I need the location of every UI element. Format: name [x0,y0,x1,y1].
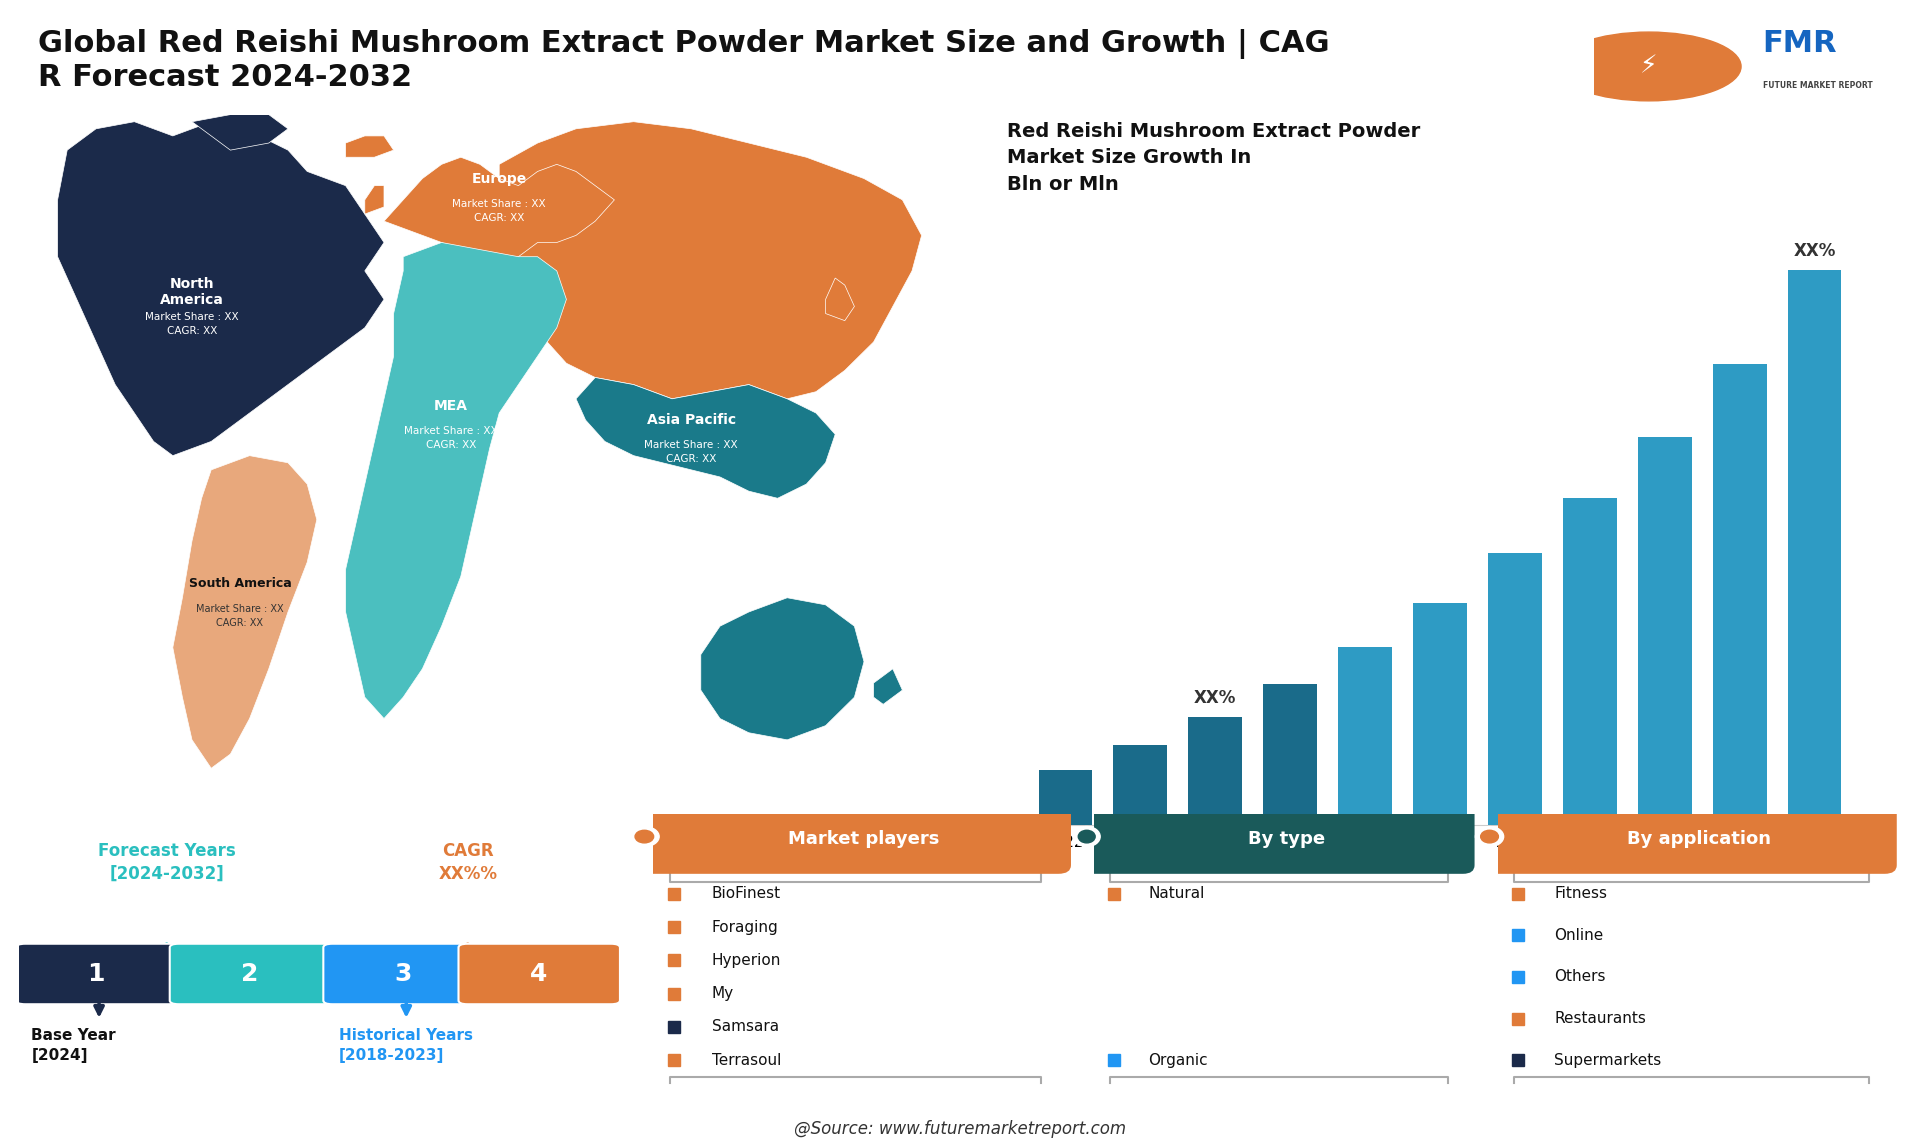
Bar [1713,364,1766,825]
Polygon shape [874,669,902,705]
Text: 1: 1 [88,961,106,986]
Text: Foraging: Foraging [712,919,780,935]
Polygon shape [192,115,288,150]
Text: Fitness: Fitness [1553,886,1607,902]
Text: FMR: FMR [1763,29,1837,58]
Polygon shape [346,243,566,719]
Polygon shape [826,278,854,321]
Text: Organic: Organic [1148,1052,1208,1068]
FancyBboxPatch shape [639,806,1071,874]
Bar [1338,647,1392,825]
Text: Historical Years
[2018-2023]: Historical Years [2018-2023] [338,1028,472,1063]
Circle shape [1557,32,1741,101]
Text: Hyperion: Hyperion [712,952,781,968]
Polygon shape [173,456,317,768]
Text: Base Year
[2024]: Base Year [2024] [31,1028,115,1063]
Polygon shape [701,598,864,740]
Bar [1488,554,1542,825]
Text: Market Share : XX
CAGR: XX: Market Share : XX CAGR: XX [196,604,284,628]
Text: Natural: Natural [1148,886,1204,902]
Text: Samsara: Samsara [712,1019,780,1035]
Polygon shape [576,377,835,499]
Text: South America: South America [188,578,292,590]
Text: North
America: North America [159,277,225,307]
Text: My: My [712,986,733,1002]
Bar [1413,603,1467,825]
Text: Online: Online [1553,928,1603,943]
Polygon shape [346,136,394,157]
Text: CAGR
XX%%: CAGR XX%% [438,841,497,884]
Bar [1114,745,1167,825]
Circle shape [1475,826,1503,847]
FancyBboxPatch shape [15,943,177,1004]
FancyBboxPatch shape [323,943,484,1004]
Bar [1638,437,1692,825]
Polygon shape [499,121,922,399]
FancyBboxPatch shape [1083,806,1475,874]
Text: By type: By type [1248,831,1325,848]
Text: XX%: XX% [1793,242,1836,260]
Text: 3: 3 [396,961,413,986]
Text: Europe: Europe [472,172,526,186]
Text: BioFinest: BioFinest [712,886,781,902]
FancyBboxPatch shape [459,943,620,1004]
Text: XX%: XX% [1194,689,1236,707]
Text: Market Share : XX
CAGR: XX: Market Share : XX CAGR: XX [645,440,737,464]
Text: 4: 4 [530,961,547,986]
Text: Market Share : XX
CAGR: XX: Market Share : XX CAGR: XX [453,198,545,222]
Bar [1263,683,1317,825]
Circle shape [636,830,653,843]
Text: By application: By application [1628,831,1770,848]
Text: @Source: www.futuremarketreport.com: @Source: www.futuremarketreport.com [795,1120,1125,1138]
Text: ⚡: ⚡ [1640,55,1657,78]
Text: Terrasoul: Terrasoul [712,1052,781,1068]
Text: Red Reishi Mushroom Extract Powder
Market Size Growth In
Bln or Mln: Red Reishi Mushroom Extract Powder Marke… [1008,121,1421,194]
Polygon shape [365,186,384,214]
Bar [1788,270,1841,825]
Circle shape [1079,830,1094,843]
Circle shape [630,826,659,847]
Circle shape [1480,830,1498,843]
Bar [1039,770,1092,825]
Text: Restaurants: Restaurants [1553,1011,1645,1026]
Text: Others: Others [1553,970,1605,984]
Text: 2: 2 [242,961,259,986]
Text: Global Red Reishi Mushroom Extract Powder Market Size and Growth | CAG
R Forecas: Global Red Reishi Mushroom Extract Powde… [38,29,1331,92]
FancyBboxPatch shape [169,943,330,1004]
Text: Market Share : XX
CAGR: XX: Market Share : XX CAGR: XX [146,312,238,336]
Text: FUTURE MARKET REPORT: FUTURE MARKET REPORT [1763,81,1872,91]
Polygon shape [384,157,614,264]
Bar [1188,717,1242,825]
Text: Asia Pacific: Asia Pacific [647,413,735,427]
Text: MEA: MEA [434,399,468,413]
Text: Market Share : XX
CAGR: XX: Market Share : XX CAGR: XX [405,426,497,450]
Polygon shape [58,121,384,456]
Circle shape [1073,826,1100,847]
Text: Forecast Years
[2024-2032]: Forecast Years [2024-2032] [98,841,236,884]
Text: Supermarkets: Supermarkets [1553,1052,1661,1068]
Text: Market players: Market players [789,831,939,848]
Bar [1563,497,1617,825]
FancyBboxPatch shape [1486,806,1897,874]
